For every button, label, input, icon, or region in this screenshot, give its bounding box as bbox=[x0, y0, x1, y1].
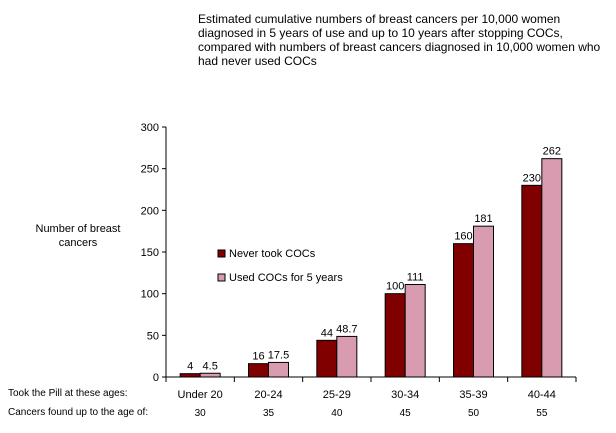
found-age-label: 55 bbox=[536, 408, 548, 419]
x-tick-label: 35-39 bbox=[459, 389, 487, 401]
y-tick-label: 0 bbox=[153, 372, 159, 384]
y-axis-label-line: Number of breast bbox=[35, 223, 121, 235]
found-age-label: 40 bbox=[331, 408, 343, 419]
data-label: 181 bbox=[474, 213, 492, 225]
x-tick-label: Under 20 bbox=[178, 389, 223, 401]
data-label: 262 bbox=[543, 146, 561, 158]
bar bbox=[521, 184, 543, 378]
chart-title-line: Estimated cumulative numbers of breast c… bbox=[198, 12, 561, 26]
y-tick-label: 100 bbox=[141, 289, 159, 301]
y-axis-label: Number of breast cancers bbox=[18, 222, 138, 250]
y-axis-label-line: cancers bbox=[58, 237, 98, 249]
y-tick-label: 150 bbox=[141, 247, 159, 259]
legend-swatch bbox=[217, 273, 226, 282]
chart-title-line: diagnosed in 5 years of use and up to 10… bbox=[198, 26, 563, 40]
data-label: 4.5 bbox=[203, 360, 218, 372]
bar bbox=[248, 363, 269, 378]
legend-swatch bbox=[217, 249, 226, 258]
data-label: 4 bbox=[187, 361, 193, 373]
bar bbox=[268, 361, 289, 378]
legend-label: Used COCs for 5 years bbox=[229, 272, 343, 284]
row-label-pill-ages: Took the Pill at these ages: bbox=[8, 388, 128, 399]
data-label: 48.7 bbox=[336, 323, 357, 335]
found-age-label: 50 bbox=[468, 408, 480, 419]
bar bbox=[179, 373, 201, 378]
bar bbox=[453, 243, 474, 378]
bar bbox=[316, 339, 338, 378]
data-label: 160 bbox=[454, 231, 472, 243]
chart-title: Estimated cumulative numbers of breast c… bbox=[198, 12, 608, 68]
data-label: 44 bbox=[321, 327, 333, 339]
data-label: 16 bbox=[252, 351, 264, 363]
bar bbox=[199, 372, 221, 378]
x-tick-label: 30-34 bbox=[391, 389, 419, 401]
bar bbox=[384, 293, 406, 378]
chart-title-line: had never used COCs bbox=[198, 54, 317, 68]
y-tick-label: 250 bbox=[141, 164, 159, 176]
bar bbox=[404, 284, 426, 378]
x-tick-label: 40-44 bbox=[528, 389, 556, 401]
y-tick-label: 300 bbox=[141, 122, 159, 134]
row-label-found-ages: Cancers found up to the age of: bbox=[8, 407, 149, 418]
data-label: 230 bbox=[523, 172, 541, 184]
x-tick-label: 25-29 bbox=[323, 389, 351, 401]
data-label: 17.5 bbox=[268, 349, 289, 361]
found-age-label: 35 bbox=[263, 408, 275, 419]
legend-label: Never took COCs bbox=[229, 248, 316, 260]
y-tick-label: 200 bbox=[141, 205, 159, 217]
bar bbox=[541, 158, 563, 378]
found-age-label: 45 bbox=[400, 408, 412, 419]
bar bbox=[336, 335, 358, 378]
chart-title-line: compared with numbers of breast cancers … bbox=[198, 40, 601, 54]
y-tick-label: 50 bbox=[147, 330, 159, 342]
data-label: 100 bbox=[386, 281, 404, 293]
x-tick-label: 20-24 bbox=[254, 389, 282, 401]
found-age-label: 30 bbox=[195, 408, 207, 419]
data-label: 111 bbox=[407, 272, 424, 284]
bar bbox=[473, 225, 494, 378]
